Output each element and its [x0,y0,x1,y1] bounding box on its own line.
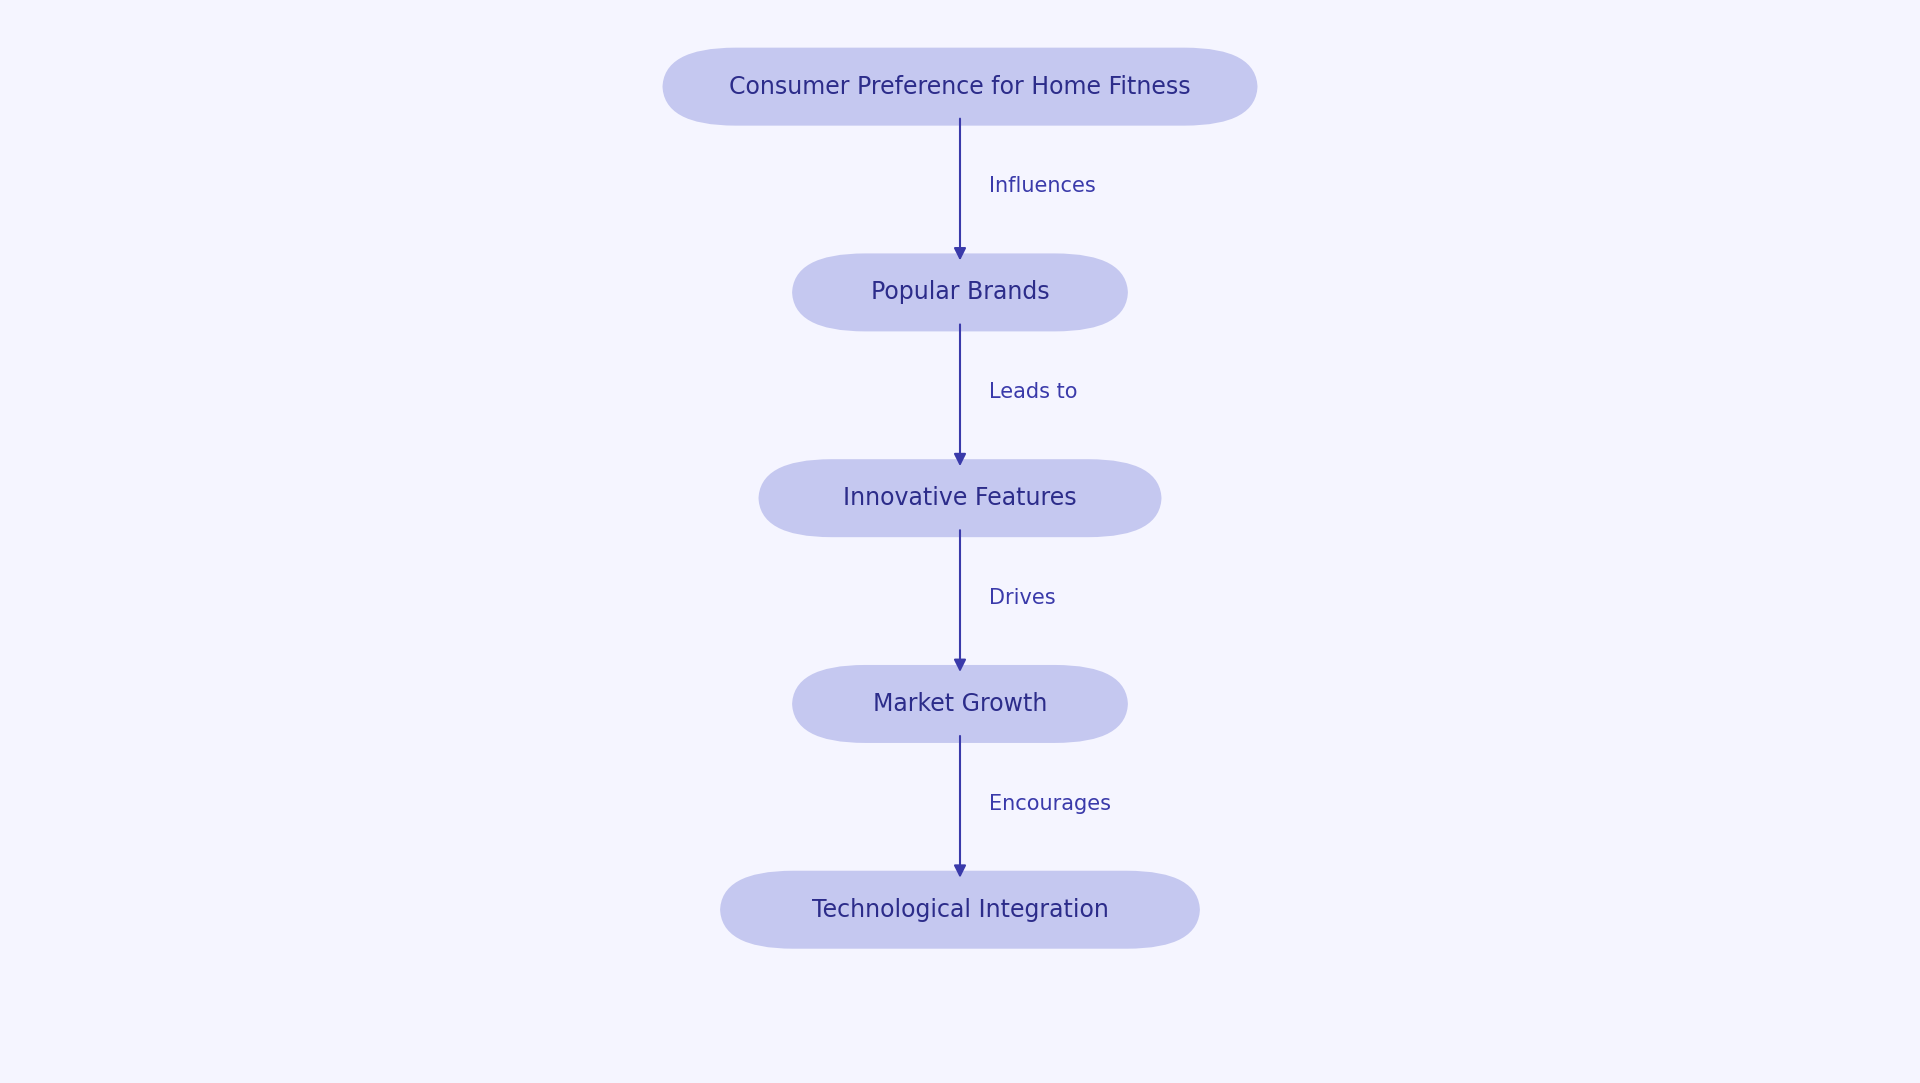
Text: Leads to: Leads to [989,382,1077,402]
Text: Innovative Features: Innovative Features [843,486,1077,510]
FancyBboxPatch shape [662,48,1258,126]
Text: Influences: Influences [989,177,1096,196]
FancyBboxPatch shape [791,253,1127,331]
FancyBboxPatch shape [720,871,1200,949]
Text: Popular Brands: Popular Brands [870,280,1050,304]
FancyBboxPatch shape [758,459,1162,537]
Text: Market Growth: Market Growth [874,692,1046,716]
Text: Encourages: Encourages [989,794,1112,813]
FancyBboxPatch shape [791,665,1127,743]
Text: Drives: Drives [989,588,1056,608]
Text: Consumer Preference for Home Fitness: Consumer Preference for Home Fitness [730,75,1190,99]
Text: Technological Integration: Technological Integration [812,898,1108,922]
